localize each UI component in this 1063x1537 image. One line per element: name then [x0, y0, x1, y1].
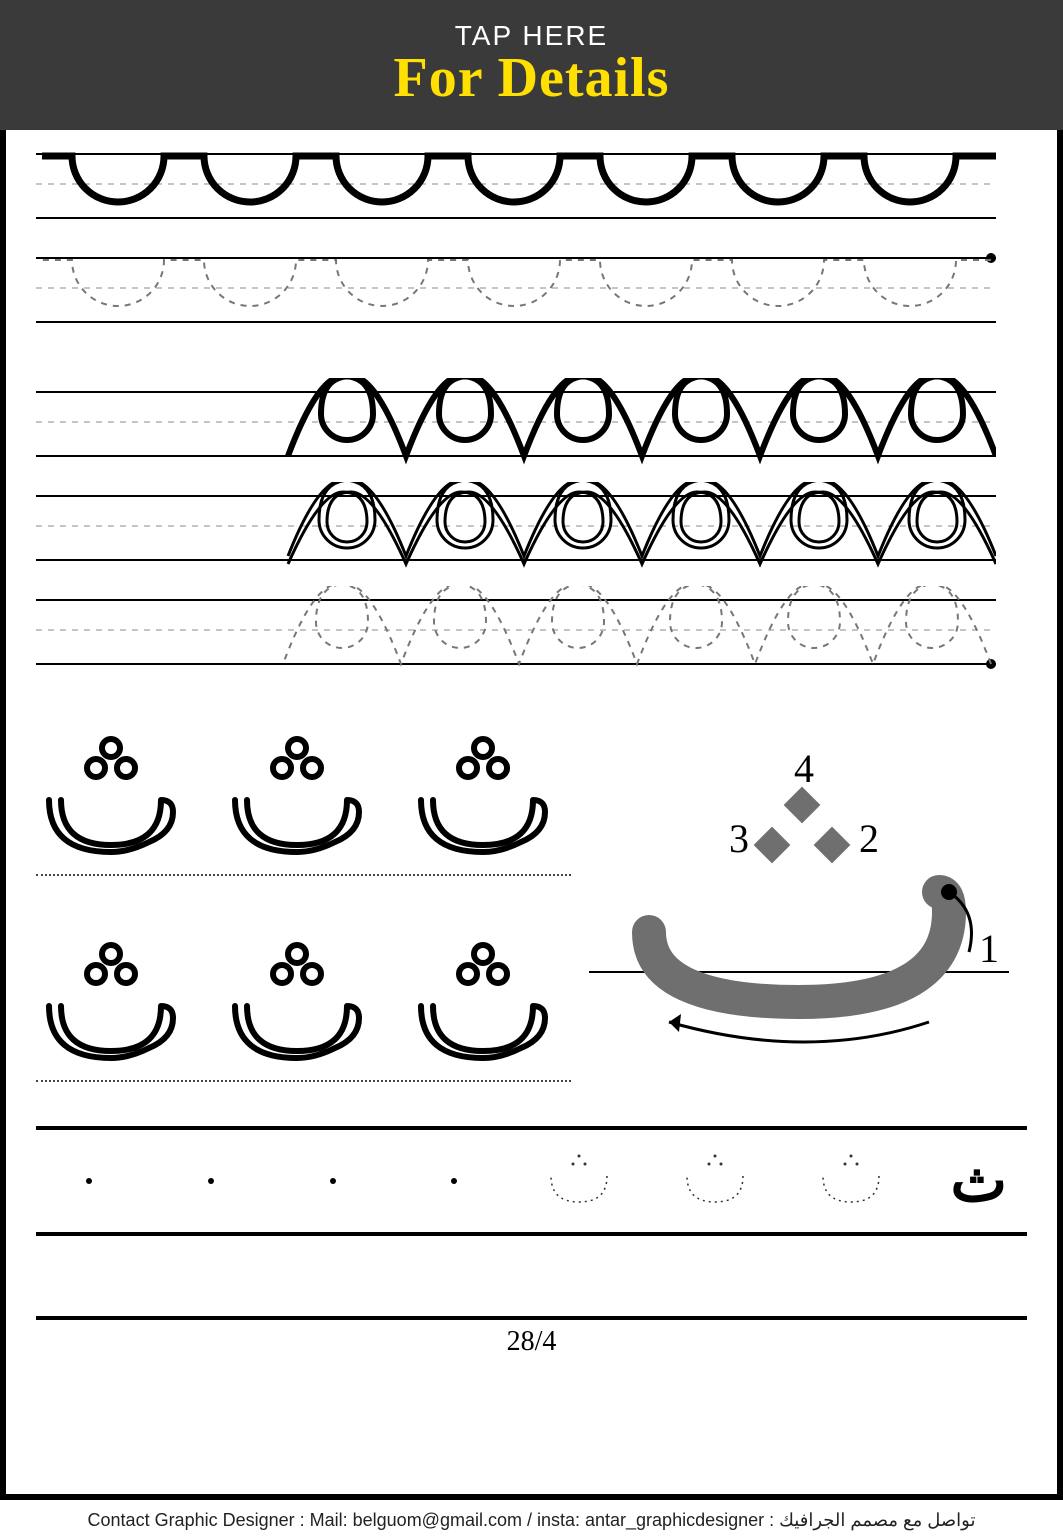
thaa-outline-icon — [36, 926, 186, 1076]
stroke-num-4: 4 — [794, 746, 814, 791]
letter-outline-row — [36, 926, 571, 1082]
stroke-num-2: 2 — [859, 816, 879, 861]
thaa-outline-icon — [36, 720, 186, 870]
thaa-dotted-icon — [543, 1146, 623, 1216]
trace-row-loops-solid — [36, 378, 1027, 470]
thaa-solid-glyph: ث — [951, 1151, 1007, 1211]
overlay-details-label: For Details — [394, 46, 670, 110]
letter-thaa-section: 1 2 3 4 — [36, 720, 1027, 1082]
stroke-num-1: 1 — [979, 926, 999, 971]
guide-dot-icon — [86, 1178, 92, 1184]
letter-outline-row — [36, 720, 571, 876]
trace-row-arches-solid — [36, 140, 1027, 232]
thaa-dotted-icon — [815, 1146, 895, 1216]
guide-dot-icon — [330, 1178, 336, 1184]
contact-line: Contact Graphic Designer : Mail: belguom… — [0, 1504, 1063, 1537]
guide-dot-icon — [451, 1178, 457, 1184]
thaa-outline-icon — [222, 926, 372, 1076]
letter-outline-column — [36, 720, 571, 1082]
footer-trace-row: ث — [36, 1126, 1027, 1236]
guide-dot-icon — [208, 1178, 214, 1184]
trace-row-loops-outline — [36, 482, 1027, 574]
stroke-num-3: 3 — [729, 816, 749, 861]
thaa-dotted-icon — [679, 1146, 759, 1216]
blank-practice-row — [36, 1236, 1027, 1320]
trace-row-loops-dashed — [36, 586, 1027, 678]
letter-stroke-order: 1 2 3 4 — [571, 742, 1027, 1082]
worksheet-page: 1 2 3 4 ث 28/4 — [0, 0, 1063, 1500]
thaa-outline-icon — [222, 720, 372, 870]
trace-row-arches-dashed — [36, 244, 1027, 336]
thaa-outline-icon — [408, 926, 558, 1076]
tap-here-overlay[interactable]: TAP HERE For Details — [0, 0, 1063, 130]
thaa-outline-icon — [408, 720, 558, 870]
spacer — [36, 348, 1027, 378]
page-number: 28/4 — [36, 1320, 1027, 1358]
